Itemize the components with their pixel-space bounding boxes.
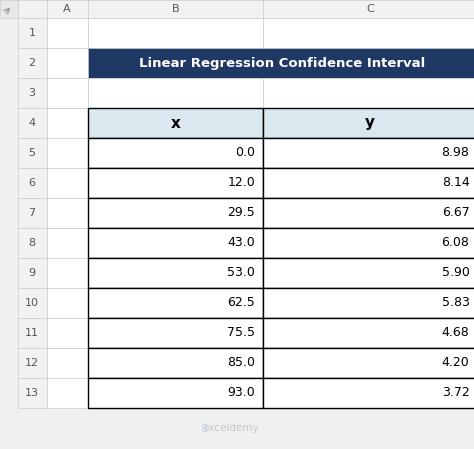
Bar — [18, 138, 47, 168]
Bar — [88, 18, 263, 48]
Bar — [47, 318, 88, 348]
Bar — [263, 168, 474, 198]
Text: y: y — [365, 115, 375, 131]
Text: 29.5: 29.5 — [228, 207, 255, 220]
Text: A: A — [64, 4, 71, 14]
Bar — [18, 168, 47, 198]
Bar — [88, 318, 263, 348]
Text: 13: 13 — [25, 388, 39, 398]
Bar — [47, 228, 88, 258]
Bar — [18, 378, 47, 408]
Bar — [47, 78, 88, 108]
Bar — [88, 48, 474, 78]
Bar — [88, 108, 263, 138]
Bar — [263, 18, 474, 48]
Bar — [88, 0, 263, 18]
Bar — [88, 168, 263, 198]
Text: 8.98: 8.98 — [441, 146, 469, 159]
Bar — [18, 348, 47, 378]
Bar — [88, 78, 263, 108]
Bar — [263, 198, 474, 228]
Bar — [47, 108, 88, 138]
Text: 8.14: 8.14 — [442, 176, 469, 189]
Bar — [263, 138, 474, 168]
Bar — [263, 288, 474, 318]
Bar — [18, 78, 47, 108]
Bar — [263, 258, 474, 288]
Text: x: x — [170, 115, 180, 131]
Bar — [88, 378, 263, 408]
Bar — [18, 108, 47, 138]
Text: 75.5: 75.5 — [227, 326, 255, 339]
Text: B: B — [172, 4, 179, 14]
Text: 12.0: 12.0 — [228, 176, 255, 189]
Text: 4.68: 4.68 — [442, 326, 469, 339]
Bar — [18, 48, 47, 78]
Bar — [18, 318, 47, 348]
Text: Linear Regression Confidence Interval: Linear Regression Confidence Interval — [139, 57, 426, 70]
Bar — [47, 18, 88, 48]
Text: 4: 4 — [28, 118, 36, 128]
Text: 2: 2 — [28, 58, 36, 68]
Bar — [263, 348, 474, 378]
Text: 3.72: 3.72 — [442, 387, 469, 400]
Bar — [88, 288, 263, 318]
Text: 10: 10 — [25, 298, 39, 308]
Bar — [263, 78, 474, 108]
Text: 1: 1 — [28, 28, 36, 38]
Text: 62.5: 62.5 — [228, 296, 255, 309]
Text: 5.83: 5.83 — [441, 296, 469, 309]
Bar — [88, 138, 263, 168]
Text: 11: 11 — [25, 328, 39, 338]
Text: 12: 12 — [25, 358, 39, 368]
Text: 93.0: 93.0 — [228, 387, 255, 400]
Text: 9: 9 — [28, 268, 36, 278]
Bar — [18, 228, 47, 258]
Text: 6: 6 — [28, 178, 36, 188]
Bar — [263, 0, 474, 18]
Bar — [18, 258, 47, 288]
Bar — [0, 0, 18, 18]
Bar — [47, 0, 88, 18]
Text: 53.0: 53.0 — [227, 267, 255, 279]
Bar — [18, 18, 47, 48]
Bar — [47, 168, 88, 198]
Bar — [88, 228, 263, 258]
Bar — [18, 288, 47, 318]
Text: 6.67: 6.67 — [442, 207, 469, 220]
Text: 43.0: 43.0 — [228, 237, 255, 250]
Bar — [47, 348, 88, 378]
Text: 7: 7 — [28, 208, 36, 218]
Text: 3: 3 — [28, 88, 36, 98]
Text: 0.0: 0.0 — [235, 146, 255, 159]
Bar — [263, 108, 474, 138]
Bar — [47, 258, 88, 288]
Text: 85.0: 85.0 — [227, 357, 255, 370]
Text: 5: 5 — [28, 148, 36, 158]
Bar — [47, 138, 88, 168]
Text: C: C — [366, 4, 374, 14]
Text: 5.90: 5.90 — [441, 267, 469, 279]
Bar — [88, 198, 263, 228]
Text: 6.08: 6.08 — [441, 237, 469, 250]
Text: 🔷: 🔷 — [202, 423, 207, 432]
Bar — [263, 378, 474, 408]
Text: exceldemy: exceldemy — [202, 423, 259, 433]
Bar — [263, 228, 474, 258]
Bar — [18, 198, 47, 228]
Bar — [47, 198, 88, 228]
Bar — [88, 258, 263, 288]
Bar — [47, 378, 88, 408]
Bar — [88, 348, 263, 378]
Bar — [47, 288, 88, 318]
Bar — [47, 48, 88, 78]
Text: 4.20: 4.20 — [442, 357, 469, 370]
Bar — [18, 0, 47, 18]
Text: 8: 8 — [28, 238, 36, 248]
Bar — [263, 318, 474, 348]
